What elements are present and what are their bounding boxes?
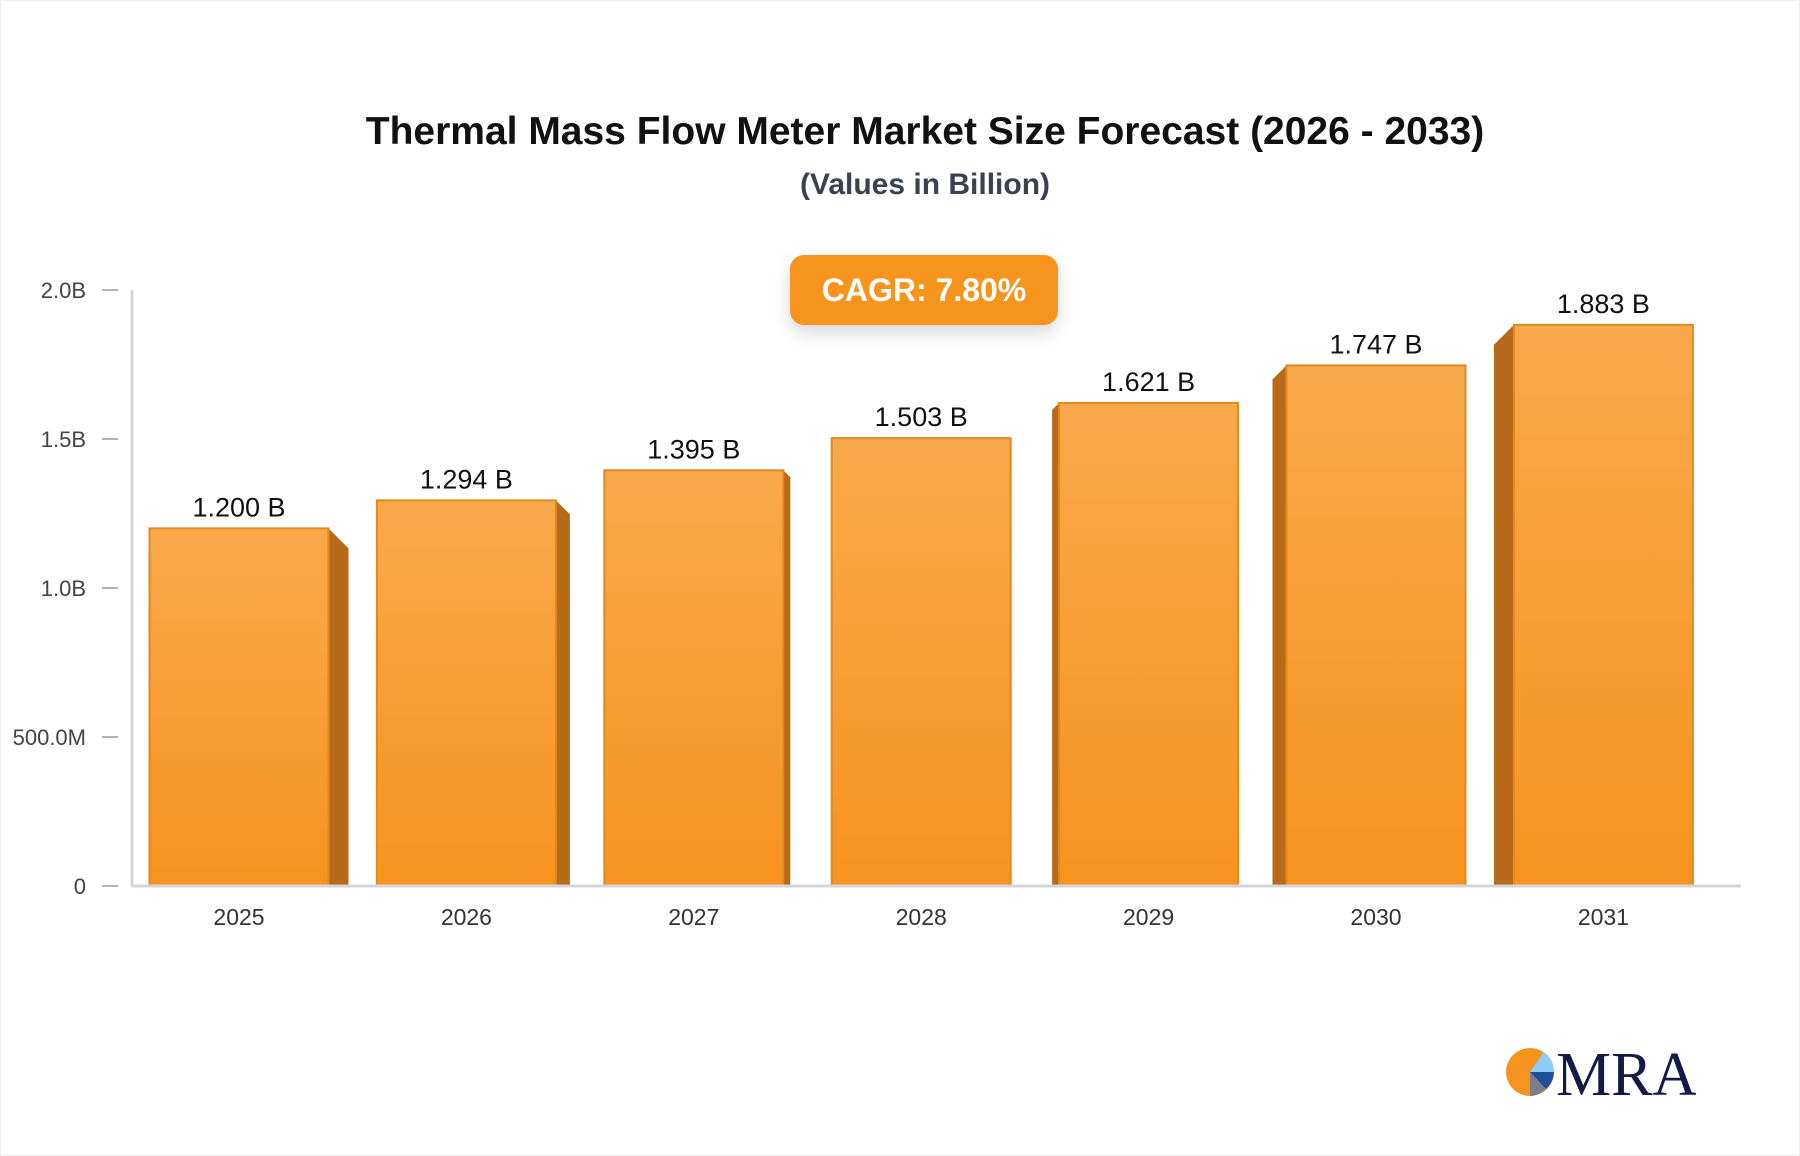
- bar-2026: [375, 499, 557, 887]
- bar-side: [555, 500, 570, 886]
- cagr-badge: CAGR: 7.80%: [790, 255, 1058, 325]
- x-tick-label: 2027: [668, 904, 719, 930]
- bar-value-label: 1.395 B: [647, 434, 740, 464]
- chart-title: Thermal Mass Flow Meter Market Size Fore…: [365, 110, 1485, 153]
- x-tick-label: 2030: [1350, 904, 1401, 930]
- logo-pie-icon: MRA: [1506, 1041, 1696, 1102]
- y-tick-label: 1.5B: [41, 427, 86, 452]
- bar-value-label: 1.294 B: [420, 464, 513, 494]
- bar-2025: [148, 527, 330, 888]
- y-tick-label: 1.0B: [41, 576, 86, 601]
- y-tick-label: 2.0B: [41, 278, 86, 303]
- bar-2028: [830, 437, 1012, 887]
- bar-value-label: 1.503 B: [875, 402, 968, 432]
- x-tick-label: 2026: [441, 904, 492, 930]
- chart-subtitle: (Values in Billion): [799, 168, 1051, 201]
- y-tick-label: 0: [74, 874, 86, 899]
- y-tick-label: 500.0M: [13, 725, 86, 750]
- x-tick-label: 2029: [1123, 904, 1174, 930]
- bar-side: [1493, 324, 1514, 887]
- x-tick-label: 2028: [896, 904, 947, 930]
- bar-value-label: 1.747 B: [1329, 329, 1422, 359]
- bar-value-label: 1.200 B: [192, 492, 285, 522]
- bar-2031: [1512, 323, 1694, 887]
- mra-logo: MRA: [1506, 1040, 1696, 1102]
- bar-side: [1052, 402, 1060, 886]
- bar-2029: [1058, 401, 1240, 887]
- bar-2030: [1285, 364, 1467, 888]
- bar-value-label: 1.883 B: [1557, 289, 1650, 319]
- x-tick-label: 2031: [1578, 904, 1629, 930]
- svg-text:MRA: MRA: [1556, 1041, 1696, 1102]
- bar-side: [328, 528, 349, 886]
- x-tick-label: 2025: [213, 904, 264, 930]
- bar-2027: [603, 469, 785, 887]
- bar-side: [1272, 365, 1287, 886]
- bar-value-label: 1.621 B: [1102, 367, 1195, 397]
- bar-side: [783, 470, 791, 886]
